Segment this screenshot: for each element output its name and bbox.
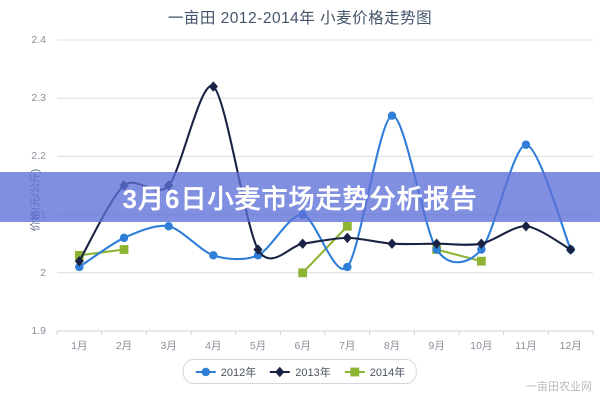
overlay-banner-text: 3月6日小麦市场走势分析报告 xyxy=(122,183,478,214)
data-point xyxy=(75,262,84,272)
legend-marker xyxy=(350,367,360,376)
series-line xyxy=(301,225,349,274)
y-tick-label: 2.4 xyxy=(31,34,46,46)
data-point xyxy=(387,111,397,120)
data-point xyxy=(476,238,486,249)
legend-swatch-icon xyxy=(270,366,291,377)
data-point xyxy=(208,81,218,92)
x-tick-label-5: 5月 xyxy=(249,340,267,352)
data-point xyxy=(253,244,263,255)
x-tick-label-4: 4月 xyxy=(205,340,222,352)
y-tick-label: 2.3 xyxy=(31,92,46,105)
data-point xyxy=(74,255,84,267)
watermark: 一亩田农业网 xyxy=(526,381,592,393)
legend-label: 2014年 xyxy=(369,366,406,379)
x-tick-label-3: 3月 xyxy=(160,340,177,352)
x-tick-label-12: 12月 xyxy=(559,340,582,352)
data-point xyxy=(432,245,441,254)
series-2014年 xyxy=(74,221,486,278)
data-point xyxy=(342,232,352,244)
legend-item-2012年[interactable]: 2012年 xyxy=(195,364,256,380)
overlay-banner: 3月6日小麦市场走势分析报告 xyxy=(0,172,600,222)
data-point xyxy=(298,238,308,249)
x-tick-label-1: 1月 xyxy=(71,340,88,352)
legend-swatch-icon xyxy=(195,367,216,376)
legend-label: 2012年 xyxy=(220,366,257,379)
x-tick-label-11: 11月 xyxy=(515,340,537,352)
legend-item-2013年[interactable]: 2013年 xyxy=(269,364,331,380)
data-point xyxy=(298,268,308,278)
data-point xyxy=(119,245,129,254)
data-point xyxy=(74,250,84,260)
data-point xyxy=(119,233,129,243)
data-point xyxy=(432,238,442,249)
x-tick-label-9: 9月 xyxy=(428,340,445,352)
x-tick-label-6: 6月 xyxy=(294,340,311,352)
y-tick-label: 1.9 xyxy=(31,325,46,337)
chart-legend[interactable]: 2012年 2013年 2014年 xyxy=(182,359,418,384)
y-tick-label: 2.2 xyxy=(31,150,46,163)
data-point xyxy=(342,221,352,231)
data-point xyxy=(164,222,173,231)
data-point xyxy=(209,251,218,260)
legend-marker xyxy=(201,367,210,376)
legend-item-2014年[interactable]: 2014年 xyxy=(344,364,405,380)
x-tick-label-7: 7月 xyxy=(339,340,356,352)
legend-swatch-icon xyxy=(344,367,365,376)
chart-title: 一亩田 2012-2014年 小麦价格走势图 xyxy=(167,10,433,27)
data-point xyxy=(476,256,486,266)
data-point xyxy=(343,262,352,272)
legend-label: 2013年 xyxy=(295,366,331,379)
data-point xyxy=(566,244,576,255)
data-point xyxy=(521,221,531,232)
legend-marker xyxy=(275,366,285,377)
x-tick-label-10: 10月 xyxy=(470,340,493,352)
y-tick-label: 2 xyxy=(40,266,46,279)
x-tick-label-8: 8月 xyxy=(383,340,401,352)
data-point xyxy=(477,245,486,254)
data-point xyxy=(387,238,397,249)
x-tick-label-2: 2月 xyxy=(115,340,133,352)
data-point xyxy=(521,140,531,149)
